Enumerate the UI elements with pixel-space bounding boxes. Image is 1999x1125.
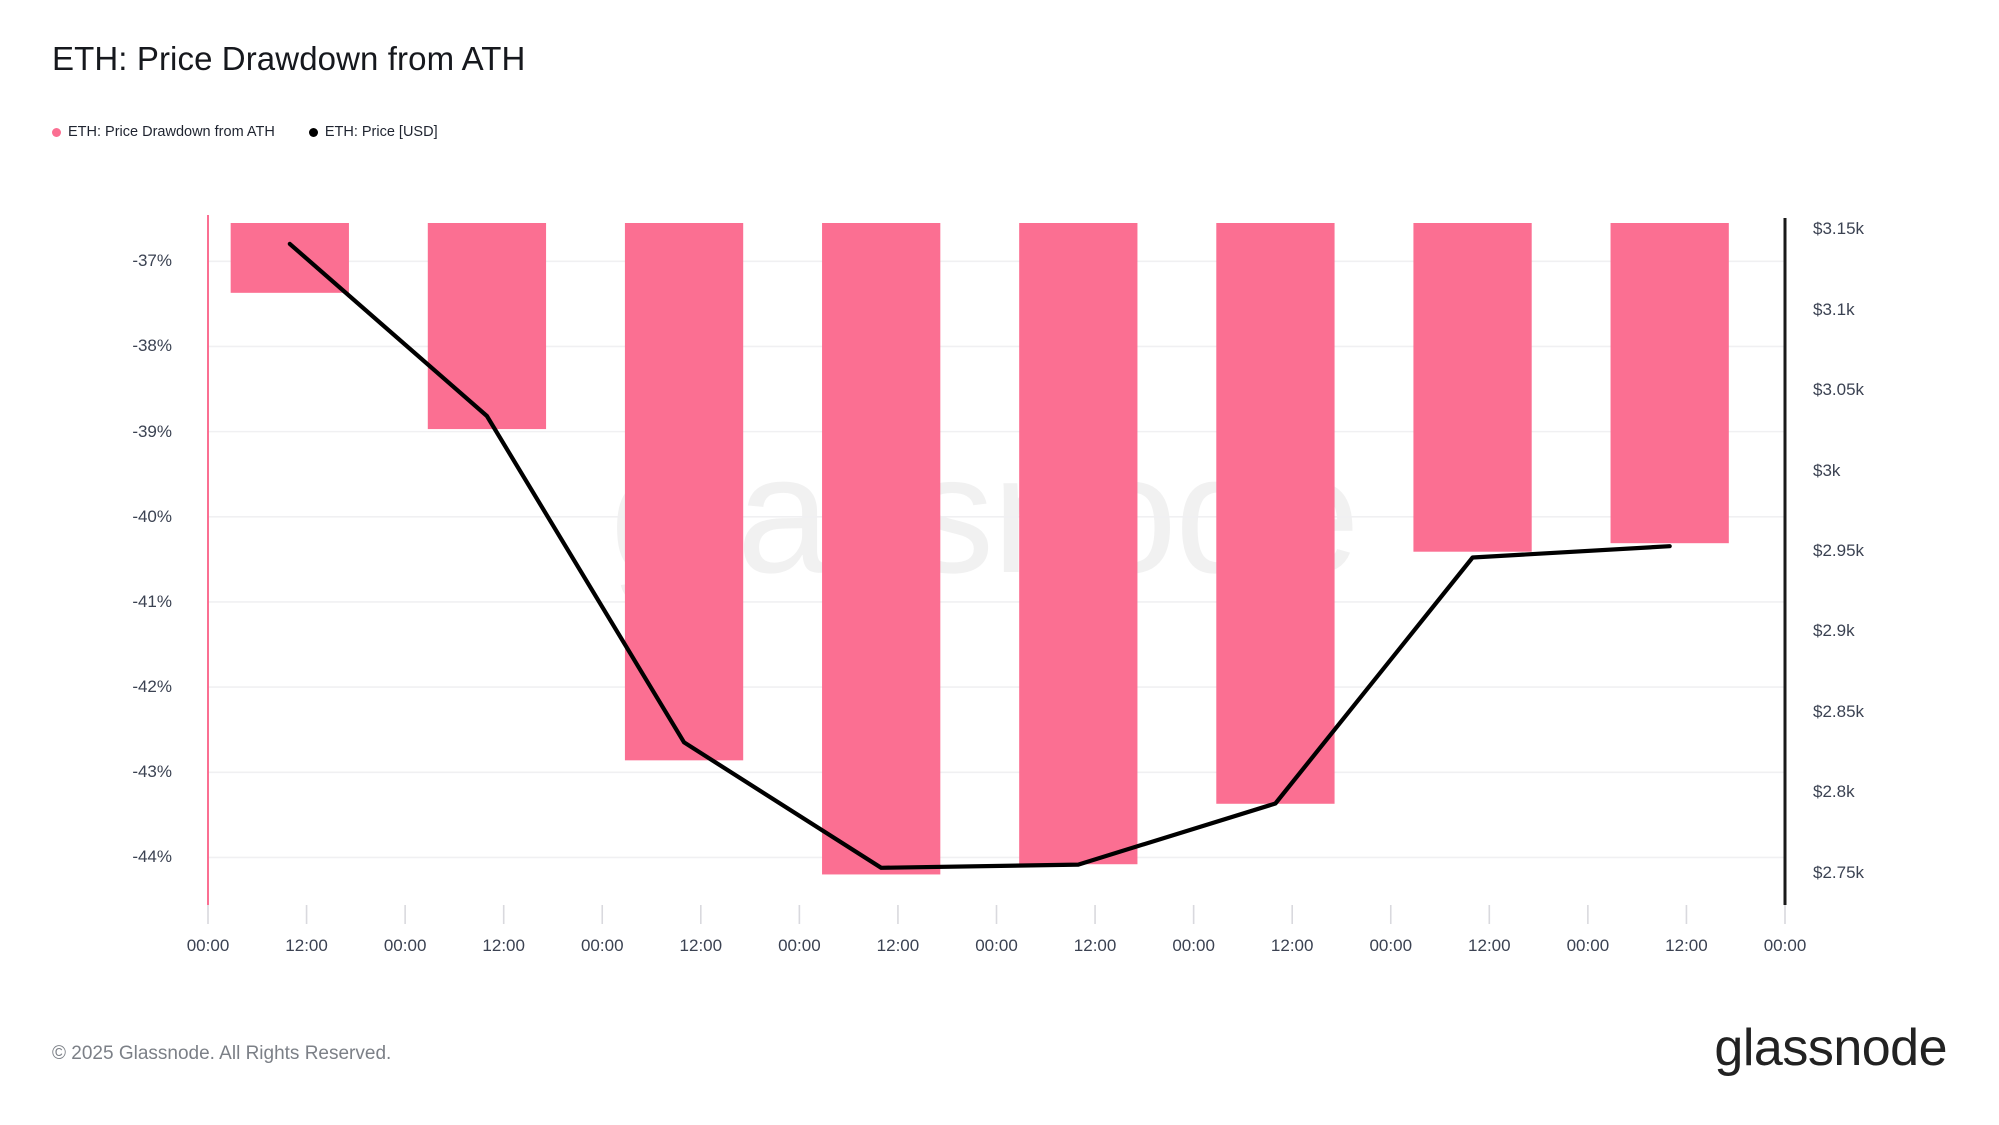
y-axis-tick-label: -41%: [132, 591, 172, 611]
chart-legend: ETH: Price Drawdown from ATH ETH: Price …: [52, 122, 438, 142]
x-axis-tick-label: 12:00: [285, 936, 328, 955]
chart-x-tickmarks: [207, 905, 1786, 924]
x-axis-tick-label: 12:00: [1270, 936, 1314, 955]
y2-axis-tick-label: $2.95k: [1813, 541, 1865, 561]
chart-bar[interactable]: [1610, 223, 1729, 544]
glassnode-logo: glassnode: [1714, 1019, 1947, 1077]
legend-item-label: ETH: Price [USD]: [324, 124, 438, 140]
x-axis-tick-label: 00:00: [1763, 936, 1807, 955]
footer-copyright: © 2025 Glassnode. All Rights Reserved.: [52, 1043, 392, 1064]
x-axis-tick-label: 12:00: [1073, 936, 1117, 955]
y-axis-tick-label: -42%: [132, 677, 172, 697]
y-axis-tick-label: -40%: [132, 506, 172, 526]
x-axis-tick-label: 00:00: [778, 936, 821, 955]
y2-axis-tick-label: $2.8k: [1813, 782, 1855, 802]
circle-dot-icon: [308, 127, 318, 137]
x-axis-tick-label: 00:00: [1566, 936, 1610, 955]
x-axis-tick-label: 12:00: [1468, 936, 1511, 955]
legend-item-price[interactable]: ETH: Price [USD]: [308, 124, 438, 140]
chart-bar[interactable]: [230, 223, 349, 293]
x-axis-tick-label: 12:00: [482, 936, 525, 955]
chart-bar[interactable]: [624, 223, 744, 761]
price-line[interactable]: [287, 241, 1672, 870]
chart-bar[interactable]: [822, 223, 941, 875]
chart-axes: [207, 215, 1787, 905]
chart-bar[interactable]: [427, 223, 547, 430]
legend-item-drawdown[interactable]: ETH: Price Drawdown from ATH: [52, 124, 275, 140]
x-axis-tick-label: 12:00: [679, 936, 723, 955]
y2-axis-tick-label: $2.85k: [1813, 701, 1865, 721]
y-axis-tick-label: -37%: [132, 251, 172, 271]
y2-axis-tick-label: $3k: [1813, 460, 1841, 480]
x-axis-tick-label: 00:00: [975, 936, 1018, 955]
y-axis-tick-label: -39%: [132, 421, 172, 441]
y2-axis-tick-label: $2.75k: [1813, 862, 1865, 882]
y2-axis-tick-label: $2.9k: [1813, 621, 1855, 641]
y-axis-tick-label: -44%: [132, 847, 172, 867]
circle-dot-icon: [52, 127, 61, 137]
y-axis-tick-label: -38%: [132, 336, 172, 356]
chart-bar[interactable]: [1019, 223, 1138, 865]
y2-axis-tick-label: $3.1k: [1813, 299, 1855, 319]
x-axis-tick-label: 12:00: [1665, 936, 1708, 955]
x-axis-tick-label: 12:00: [876, 936, 920, 955]
chart-bar[interactable]: [1216, 223, 1335, 804]
y2-axis-tick-label: $3.15k: [1813, 219, 1865, 239]
y-axis-tick-label: -43%: [132, 762, 172, 782]
legend-item-label: ETH: Price Drawdown from ATH: [68, 124, 275, 140]
page-title: ETH: Price Drawdown from ATH: [52, 40, 526, 77]
x-axis-tick-label: 00:00: [383, 936, 427, 955]
chart-line-series: [287, 241, 1672, 870]
x-axis-tick-label: 00:00: [580, 936, 624, 955]
x-axis-tick-label: 00:00: [186, 936, 230, 955]
x-axis-tick-label: 00:00: [1369, 936, 1413, 955]
x-axis-tick-label: 00:00: [1172, 936, 1215, 955]
chart-bar[interactable]: [1413, 223, 1532, 552]
y2-axis-tick-label: $3.05k: [1813, 380, 1865, 400]
chart-bar-series: [230, 223, 1729, 875]
